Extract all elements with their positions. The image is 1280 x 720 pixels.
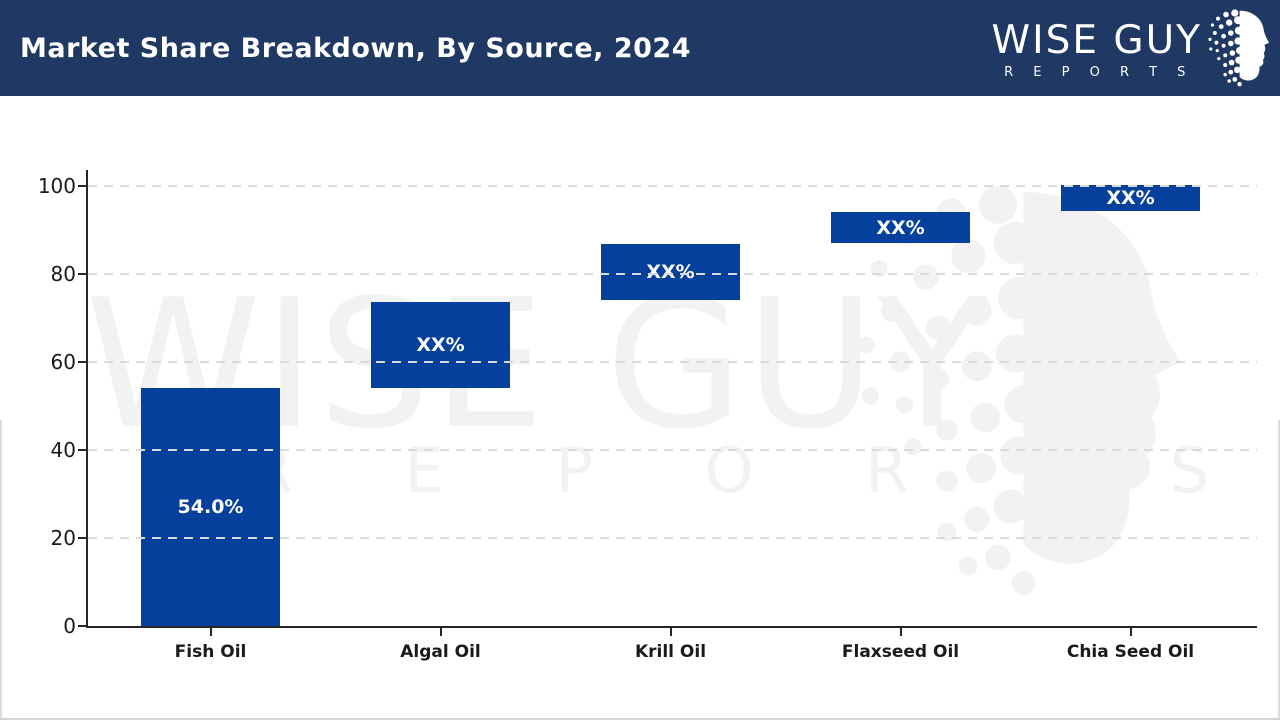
bar-value-label-fish-oil: 54.0% — [177, 496, 244, 519]
bar-chia-seed-oil: XX% — [1061, 184, 1200, 212]
x-tick-mark-fish-oil — [209, 628, 212, 636]
bar-value-label-krill-oil: XX% — [646, 261, 694, 283]
bar-value-label-chia-seed-oil: XX% — [1106, 186, 1155, 209]
page-border-bottom — [0, 718, 1280, 720]
y-tick-label-0: 0 — [63, 614, 76, 638]
bar-fish-oil: 54.0% — [141, 388, 280, 626]
bar-krill-oil: XX% — [601, 244, 740, 301]
y-tick-mark-20 — [78, 537, 86, 539]
y-tick-mark-60 — [78, 361, 86, 363]
y-tick-mark-0 — [78, 625, 86, 627]
gridline-100 — [88, 185, 1257, 187]
y-tick-mark-40 — [78, 449, 86, 451]
wise-guy-head-icon — [1208, 9, 1270, 87]
y-axis-line — [86, 170, 88, 628]
chart-canvas: WISE GUY R E P O R T S 0 20 40 60 80 100 54.0%… — [0, 96, 1280, 718]
y-tick-label-40: 40 — [50, 438, 76, 462]
x-tick-mark-algal-oil — [439, 628, 442, 636]
bar-flaxseed-oil: XX% — [831, 211, 970, 244]
header-bar: Market Share Breakdown, By Source, 2024 … — [0, 0, 1280, 96]
x-category-label-chia-seed-oil: Chia Seed Oil — [1066, 642, 1195, 662]
x-axis-line — [86, 626, 1257, 628]
logo-wordmark: WISE GUY R E P O R T S — [991, 17, 1202, 80]
bar-value-label-algal-oil: XX% — [416, 334, 465, 357]
gridline-60 — [88, 361, 1257, 363]
x-category-label-algal-oil: Algal Oil — [400, 642, 481, 662]
y-tick-label-80: 80 — [50, 262, 76, 286]
bar-value-label-flaxseed-oil: XX% — [876, 216, 925, 239]
x-tick-mark-krill-oil — [669, 628, 672, 636]
x-tick-mark-flaxseed-oil — [899, 628, 902, 636]
logo-wordmark-main: WISE GUY — [991, 17, 1202, 63]
x-category-label-flaxseed-oil: Flaxseed Oil — [841, 642, 960, 662]
y-tick-label-20: 20 — [50, 526, 76, 550]
y-tick-mark-80 — [78, 273, 86, 275]
y-tick-mark-100 — [78, 185, 86, 187]
x-tick-mark-chia-seed-oil — [1129, 628, 1132, 636]
page-title: Market Share Breakdown, By Source, 2024 — [20, 32, 691, 64]
gridline-20 — [88, 537, 1257, 539]
y-tick-label-60: 60 — [50, 350, 76, 374]
gridline-80 — [88, 273, 1257, 275]
page-border-right — [1278, 420, 1280, 720]
x-category-label-krill-oil: Krill Oil — [634, 642, 707, 662]
gridline-40 — [88, 449, 1257, 451]
x-category-label-fish-oil: Fish Oil — [174, 642, 247, 662]
page-border-left — [0, 420, 2, 720]
wise-guy-logo: WISE GUY R E P O R T S — [992, 4, 1270, 94]
bar-algal-oil: XX% — [371, 302, 510, 389]
logo-wordmark-sub: R E P O R T S — [1004, 64, 1194, 80]
y-tick-label-100: 100 — [37, 174, 76, 198]
